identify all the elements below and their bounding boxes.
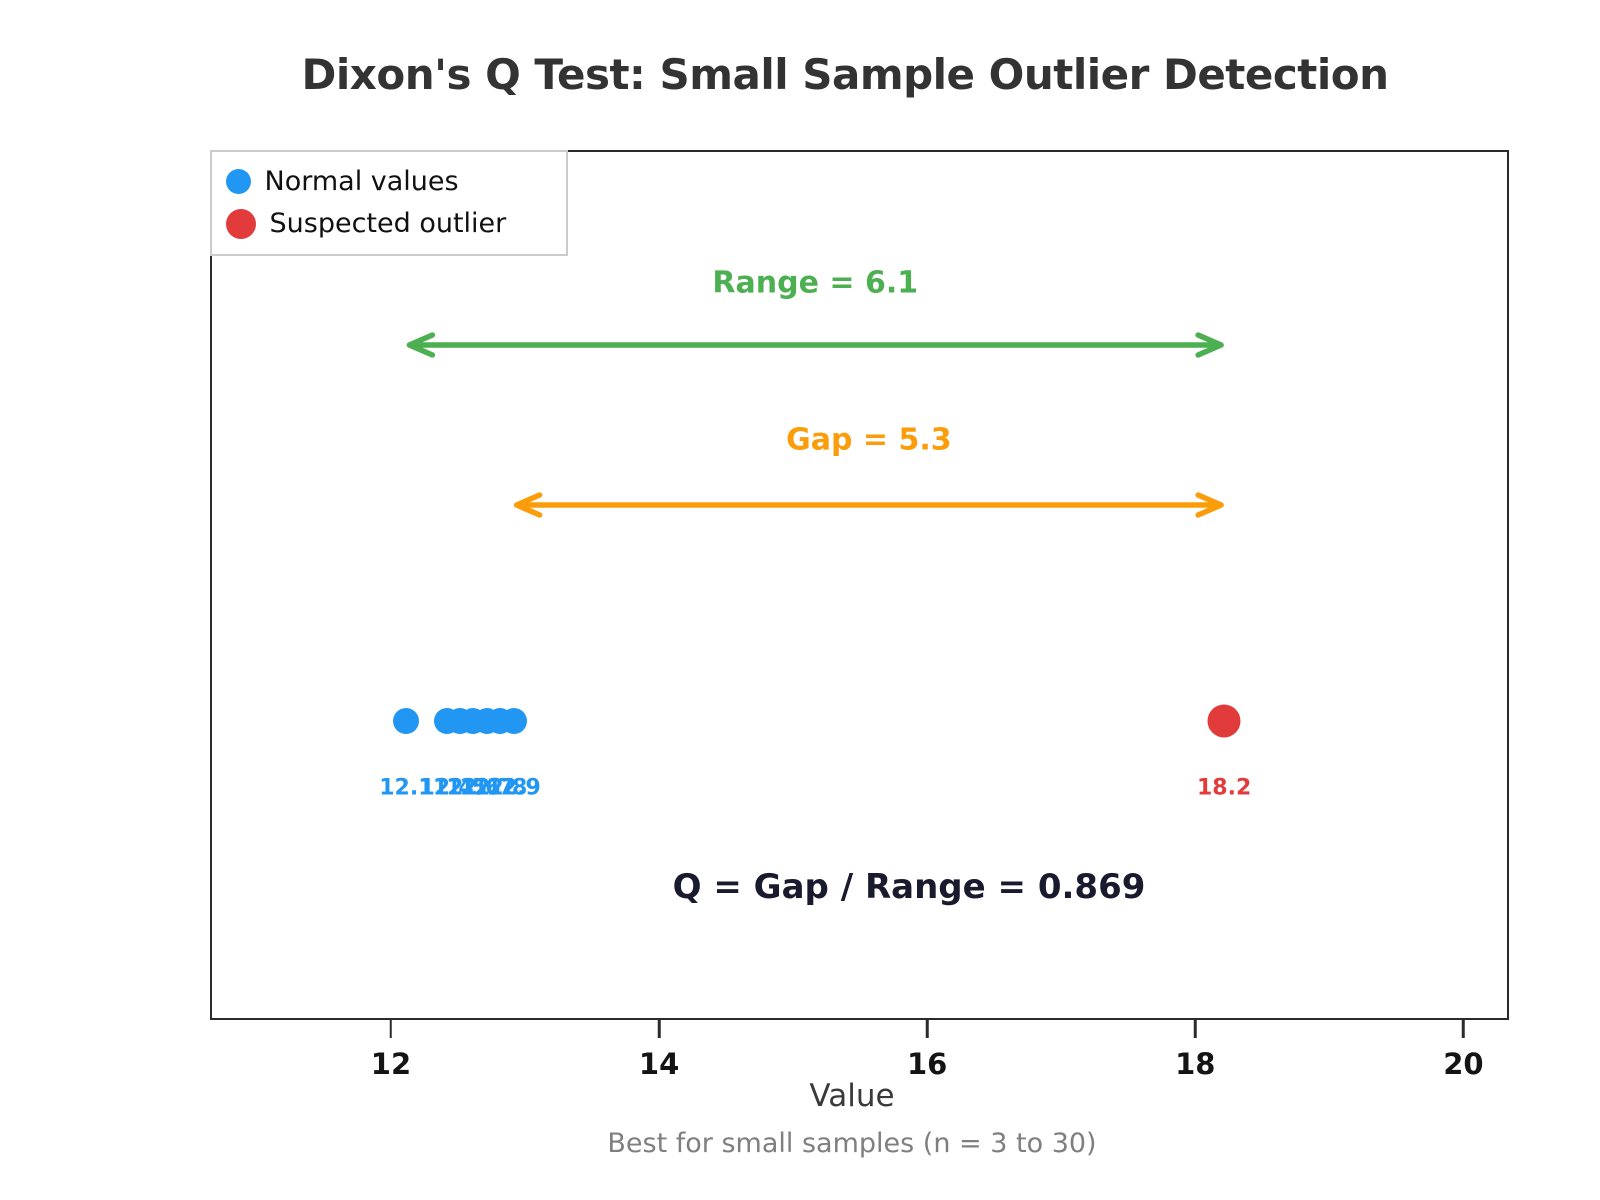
annotation-arrows bbox=[406, 332, 1224, 518]
normal-point-value-label: 12.4 bbox=[419, 775, 474, 801]
q-formula-text: Q = Gap / Range = 0.869 bbox=[672, 867, 1146, 907]
outlier-point-value-label: 18.2 bbox=[1196, 775, 1252, 801]
normal-point-value-label: 12.1 bbox=[379, 775, 434, 801]
normal-point-value-label: 12.5 bbox=[432, 775, 488, 801]
legend: Normal values Suspected outlier bbox=[209, 149, 568, 256]
x-tick-mark bbox=[925, 1019, 929, 1038]
legend-item-outlier: Suspected outlier bbox=[225, 204, 546, 244]
range-arrow bbox=[406, 332, 1224, 358]
legend-item-normal: Normal values bbox=[225, 162, 546, 202]
suspected-outlier-marker-icon bbox=[225, 208, 256, 239]
x-tick-mark bbox=[1462, 1019, 1465, 1038]
x-tick-mark bbox=[389, 1019, 393, 1038]
x-tick-mark bbox=[657, 1019, 661, 1038]
x-axis-title: Value bbox=[809, 1078, 895, 1114]
normal-point-value-label: 12.8 bbox=[473, 775, 528, 801]
legend-item-label: Suspected outlier bbox=[269, 208, 507, 239]
normal-point-value-label: 12.7 bbox=[459, 775, 514, 801]
chart-caption: Best for small samples (n = 3 to 30) bbox=[607, 1128, 1097, 1159]
x-tick-label: 18 bbox=[1175, 1047, 1216, 1081]
outlier-point bbox=[1207, 704, 1241, 738]
normal-point bbox=[500, 708, 527, 734]
x-tick-label: 12 bbox=[370, 1047, 412, 1081]
normal-point-value-label: 12.9 bbox=[486, 775, 541, 801]
normal-point-value-label: 12.6 bbox=[446, 775, 501, 801]
x-tick-mark bbox=[1194, 1019, 1197, 1038]
x-tick-label: 14 bbox=[638, 1047, 680, 1081]
x-axis: 12 14 16 18 20 bbox=[210, 1019, 1509, 1089]
normal-values-marker-icon bbox=[225, 169, 251, 194]
plot-area: Range = 6.1 Gap = 5.3 Q = Gap / Range = … bbox=[209, 149, 1509, 1020]
gap-annotation-label: Gap = 5.3 bbox=[786, 422, 952, 458]
gap-arrow bbox=[513, 492, 1224, 518]
x-tick-label: 20 bbox=[1443, 1047, 1484, 1081]
range-annotation-label: Range = 6.1 bbox=[712, 265, 919, 301]
legend-item-label: Normal values bbox=[264, 166, 459, 197]
normal-point bbox=[393, 708, 420, 734]
x-tick-label: 16 bbox=[907, 1047, 948, 1081]
chart-title: Dixon's Q Test: Small Sample Outlier Det… bbox=[301, 50, 1390, 99]
